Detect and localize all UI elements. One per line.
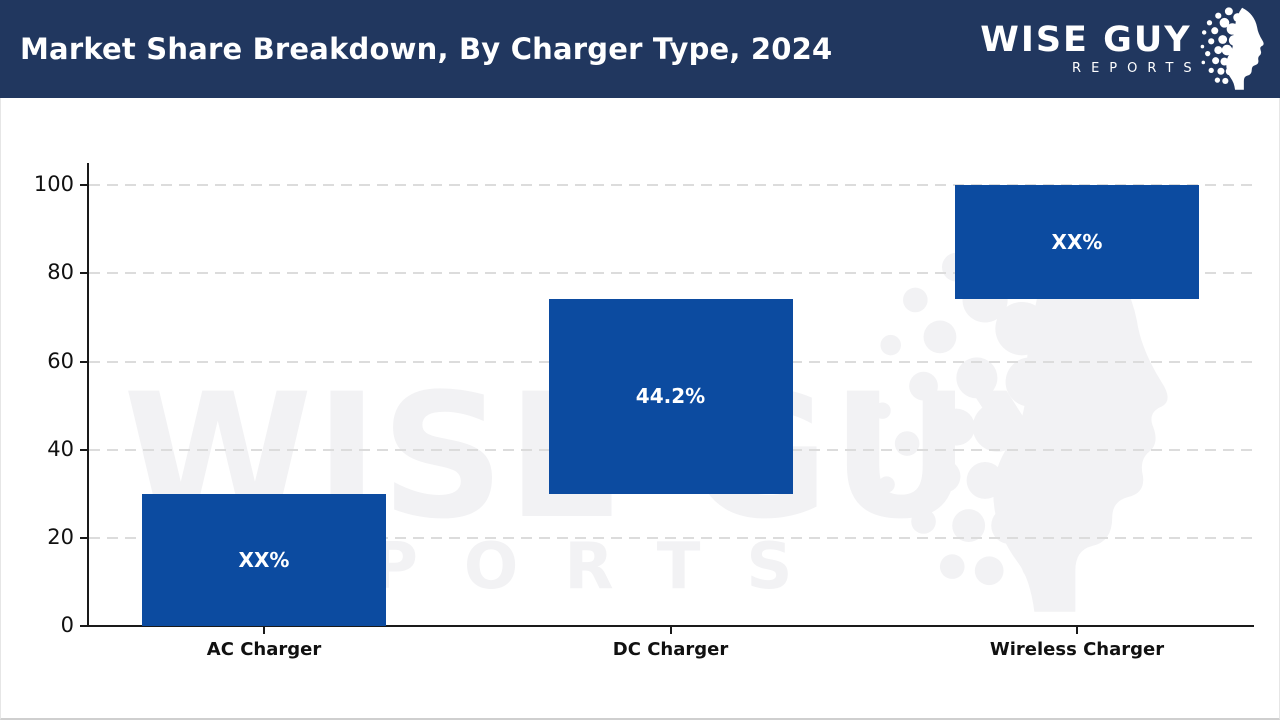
gridline-100 bbox=[89, 184, 1253, 187]
y-tick-mark bbox=[80, 448, 87, 451]
bar-value-label: 44.2% bbox=[635, 384, 706, 409]
y-tick-label: 40 bbox=[47, 436, 74, 461]
x-tick-label: Wireless Charger bbox=[989, 639, 1165, 660]
x-tick-mark bbox=[1076, 627, 1078, 634]
logo-wordmark: WISE GUY bbox=[980, 20, 1192, 61]
x-tick-label: AC Charger bbox=[206, 639, 322, 660]
bar-value-label: XX% bbox=[238, 547, 290, 572]
y-tick-label: 0 bbox=[60, 613, 74, 637]
y-axis-line bbox=[87, 163, 89, 627]
logo-subtitle: REPORTS bbox=[1072, 60, 1202, 76]
x-tick-label: DC Charger bbox=[612, 639, 729, 660]
bar-ac-charger: XX% bbox=[142, 493, 386, 626]
bar-value-label: XX% bbox=[1051, 230, 1103, 255]
y-tick-label: 20 bbox=[47, 524, 74, 549]
y-tick-mark bbox=[80, 625, 87, 627]
bar-dc-charger: 44.2% bbox=[548, 299, 793, 494]
gridline-80 bbox=[89, 272, 1253, 275]
x-tick-mark bbox=[669, 627, 672, 634]
y-tick-label: 100 bbox=[33, 172, 74, 197]
logo-text: WISE GUY REPORTS bbox=[980, 22, 1191, 76]
gridline-20 bbox=[89, 536, 1253, 539]
header-bar: Market Share Breakdown, By Charger Type,… bbox=[0, 0, 1280, 98]
y-tick-label: 80 bbox=[47, 260, 74, 285]
y-tick-mark bbox=[80, 184, 87, 187]
chart-title: Market Share Breakdown, By Charger Type,… bbox=[20, 32, 833, 66]
y-tick-mark bbox=[80, 272, 87, 275]
y-tick-label: 60 bbox=[47, 348, 74, 373]
x-tick-mark bbox=[263, 627, 265, 634]
y-tick-mark bbox=[80, 360, 87, 363]
logo-head-icon bbox=[1200, 7, 1264, 90]
wise-guy-logo: WISE GUY REPORTS bbox=[980, 6, 1266, 92]
y-tick-mark bbox=[80, 536, 87, 539]
bar-wireless-charger: XX% bbox=[955, 185, 1199, 299]
x-axis-line bbox=[87, 625, 1254, 627]
